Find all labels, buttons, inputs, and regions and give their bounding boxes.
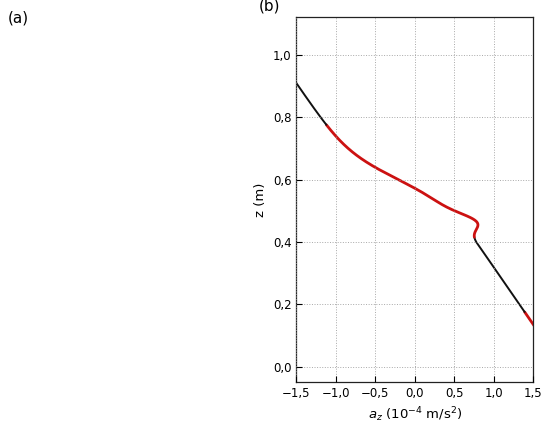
Text: (b): (b): [258, 0, 280, 14]
X-axis label: $a_z$ (10$^{-4}$ m/s$^2$): $a_z$ (10$^{-4}$ m/s$^2$): [368, 406, 462, 424]
Y-axis label: z (m): z (m): [255, 183, 268, 217]
Text: (a): (a): [8, 11, 29, 26]
